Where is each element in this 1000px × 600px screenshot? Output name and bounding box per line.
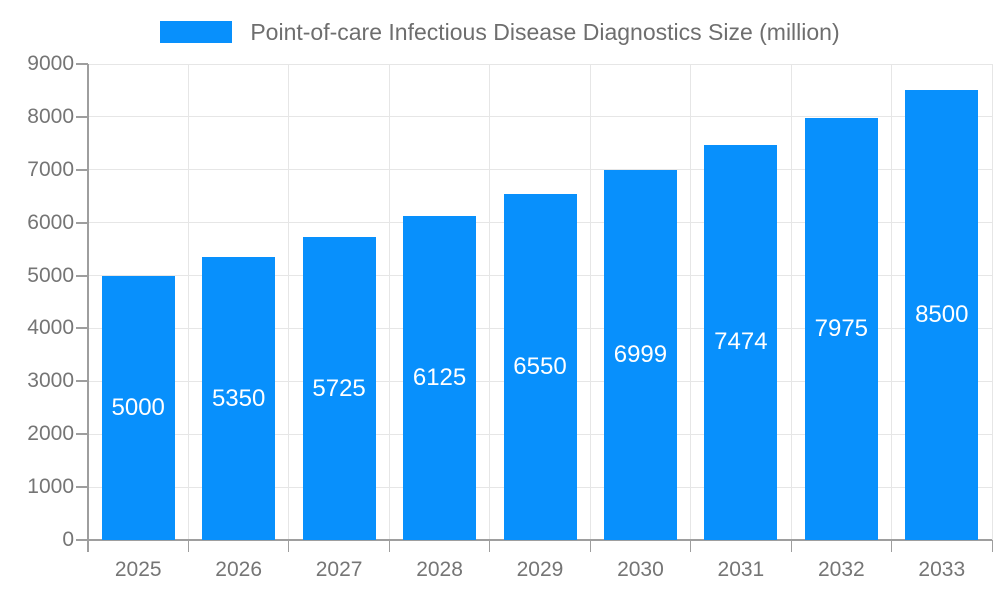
y-axis-line: [87, 64, 89, 552]
bar-2029: [503, 193, 577, 540]
bar-value-label: 7474: [714, 328, 768, 356]
y-tick-mark: [76, 486, 88, 489]
bar-value-label: 5000: [111, 393, 165, 421]
y-gridline: [88, 63, 992, 65]
y-tick-mark: [76, 433, 88, 436]
bar-2031: [704, 144, 778, 540]
y-axis-tick-label: 5000: [27, 263, 74, 287]
x-tick-mark: [891, 540, 893, 552]
x-tick-mark: [288, 540, 290, 552]
y-axis-tick-label: 6000: [27, 210, 74, 234]
bar-value-label: 7975: [814, 315, 869, 343]
y-tick-mark: [76, 115, 88, 118]
x-gridline: [187, 64, 189, 540]
bar-2028: [403, 216, 477, 540]
x-gridline: [489, 64, 491, 540]
bar-2027: [302, 237, 376, 540]
y-axis-tick-label: 3000: [27, 369, 74, 393]
x-gridline: [690, 64, 692, 540]
x-axis-tick-label: 2030: [617, 558, 664, 581]
y-tick-mark: [76, 221, 88, 224]
x-axis-tick-label: 2029: [516, 558, 564, 581]
y-axis-tick-label: 4000: [27, 316, 74, 340]
bar-2030: [603, 169, 677, 540]
x-tick-mark: [388, 540, 390, 552]
legend-swatch-icon: [160, 21, 233, 43]
bar-value-label: 5350: [211, 384, 266, 412]
bar-value-label: 6125: [412, 364, 467, 392]
y-tick-mark: [76, 63, 88, 65]
x-tick-mark: [690, 540, 692, 552]
x-axis-line: [88, 539, 992, 541]
x-gridline: [288, 64, 290, 540]
x-axis-tick-label: 2026: [215, 558, 263, 581]
x-tick-mark: [790, 540, 792, 552]
bar-2032: [804, 118, 878, 540]
y-axis-tick-label: 8000: [27, 104, 74, 128]
chart-legend[interactable]: Point-of-care Infectious Disease Diagnos…: [0, 19, 1000, 45]
x-gridline: [589, 64, 591, 540]
x-gridline: [388, 64, 390, 540]
bar-2025: [101, 275, 175, 540]
y-tick-mark: [76, 168, 88, 171]
x-gridline: [991, 64, 993, 540]
y-tick-mark: [76, 380, 88, 383]
y-tick-mark: [76, 327, 88, 330]
y-tick-mark: [76, 274, 88, 277]
x-axis-tick-label: 2032: [817, 558, 865, 581]
x-tick-mark: [187, 540, 189, 552]
bar-value-label: 8500: [915, 301, 969, 329]
x-tick-mark: [589, 540, 591, 552]
x-axis-tick-label: 2031: [717, 558, 765, 581]
y-gridline: [88, 169, 992, 171]
x-axis-tick-label: 2025: [114, 558, 162, 581]
legend-label: Point-of-care Infectious Disease Diagnos…: [250, 19, 840, 45]
x-axis-tick-label: 2027: [315, 558, 363, 581]
bar-value-label: 6550: [513, 352, 567, 380]
y-tick-mark: [76, 539, 88, 541]
bar-2026: [202, 257, 276, 540]
x-axis-tick-label: 2028: [416, 558, 463, 581]
x-tick-mark: [489, 540, 491, 552]
y-axis-tick-label: 1000: [27, 475, 74, 499]
y-axis-tick-label: 2000: [27, 422, 74, 446]
x-tick-mark: [991, 540, 993, 552]
bar-2033: [905, 90, 979, 540]
y-axis-tick-label: 0: [62, 528, 74, 551]
y-gridline: [88, 116, 992, 118]
x-gridline: [790, 64, 792, 540]
y-axis-tick-label: 7000: [27, 157, 74, 181]
x-gridline: [891, 64, 893, 540]
y-axis-tick-label: 9000: [27, 52, 74, 75]
bar-value-label: 6999: [613, 340, 668, 368]
x-axis-tick-label: 2033: [918, 558, 966, 581]
bar-value-label: 5725: [312, 374, 366, 402]
